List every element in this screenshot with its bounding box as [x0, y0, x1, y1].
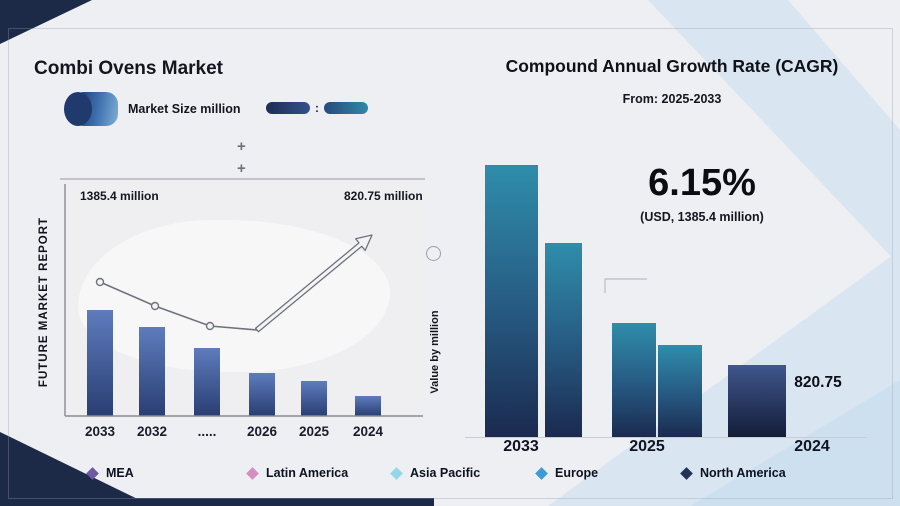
- cagr-bars: [485, 165, 786, 437]
- trend-line: [99, 281, 258, 331]
- cagr-year-label-2033: 2033: [503, 438, 539, 455]
- legend-item-mea: MEA: [86, 466, 134, 480]
- market-size-bar-2033: [87, 310, 113, 416]
- plus-decoration: +: [237, 160, 246, 177]
- trend-marker: [150, 301, 160, 311]
- decorative-bracket: [604, 278, 647, 293]
- region-legend: MEA Latin America Asia Pacific Europe North …: [0, 466, 900, 490]
- panel-blob-decoration: [78, 220, 390, 372]
- legend-label: MEA: [106, 466, 134, 480]
- market-size-bar-2026: [249, 373, 275, 416]
- corner-triangle-top-left: [0, 0, 92, 44]
- min-value-label: 820.75 million: [344, 189, 423, 203]
- market-size-bars: [87, 310, 381, 416]
- market-size-chart-panel: 1385.4 million 820.75 million: [60, 178, 425, 420]
- cagr-bar-2: [545, 243, 582, 437]
- trend-line-group: [95, 234, 373, 333]
- cagr-subtitle: From: 2025-2033: [622, 92, 722, 106]
- diamond-icon: [246, 466, 259, 480]
- market-size-label: Market Size million: [128, 102, 241, 116]
- market-size-legend: Market Size million: [64, 92, 241, 126]
- cylinder-cap: [64, 92, 92, 126]
- diamond-icon: [86, 466, 99, 480]
- legend-item-north-america: North America: [680, 466, 786, 480]
- legend-item-asia-pacific: Asia Pacific: [390, 466, 481, 480]
- year-label-2025: 2025: [298, 424, 330, 439]
- legend-label: Latin America: [266, 466, 349, 480]
- cagr-caption: (USD, 1385.4 million): [640, 210, 764, 224]
- cagr-bar-4: [658, 345, 702, 437]
- market-size-chart-svg: [60, 178, 425, 417]
- cagr-year-label-2024: 2024: [794, 438, 830, 455]
- cagr-bar-1: [485, 165, 538, 437]
- cagr-x-axis-labels: 2033 2025 2024: [455, 438, 875, 458]
- value-axis-label: Value by million: [429, 310, 441, 394]
- cagr-bar-5: [728, 365, 786, 437]
- diamond-icon: [680, 466, 693, 480]
- cylinder-icon: [64, 92, 118, 126]
- future-market-report-label: FUTURE MARKET REPORT: [38, 216, 50, 388]
- max-value-label: 1385.4 million: [80, 189, 159, 203]
- pill-navy: [266, 102, 310, 114]
- market-size-bar-2024: [355, 396, 381, 416]
- legend-item-latin-america: Latin America: [246, 466, 349, 480]
- cagr-chart-svg: [465, 165, 867, 438]
- legend-label: Europe: [555, 466, 599, 480]
- market-size-bar-2032: [139, 327, 165, 416]
- diamond-icon: [535, 466, 548, 480]
- bottom-navy-strip: [0, 498, 434, 506]
- market-size-x-axis-labels: 2033 2032..... 2026 2025 2024: [60, 424, 425, 444]
- circle-decoration: [426, 246, 441, 261]
- end-value-label: 820.75: [794, 374, 842, 391]
- pill-separator: :: [315, 101, 319, 115]
- trend-marker: [95, 277, 105, 287]
- cagr-title: Compound Annual Growth Rate (CAGR): [505, 56, 839, 76]
- market-size-bar-.....: [194, 348, 220, 416]
- trend-marker: [205, 321, 215, 331]
- cagr-value: 6.15%: [648, 162, 756, 204]
- pill-gradient: [324, 102, 368, 114]
- legend-item-europe: Europe: [535, 466, 599, 480]
- page-title: Combi Ovens Market: [34, 58, 223, 79]
- year-label-2032: 2032: [136, 424, 168, 439]
- growth-arrow-icon: [254, 234, 373, 333]
- cagr-bar-3: [612, 323, 656, 437]
- legend-label: Asia Pacific: [410, 466, 481, 480]
- cagr-year-label-2025: 2025: [629, 438, 665, 455]
- year-label-.....: .....: [197, 424, 217, 439]
- plus-decoration: +: [237, 138, 246, 155]
- year-label-2033: 2033: [84, 424, 116, 439]
- diamond-icon: [390, 466, 403, 480]
- market-size-bar-2025: [301, 381, 327, 416]
- decorative-pills: :: [266, 101, 368, 115]
- year-label-2026: 2026: [246, 424, 278, 439]
- year-label-2024: 2024: [352, 424, 384, 439]
- legend-label: North America: [700, 466, 786, 480]
